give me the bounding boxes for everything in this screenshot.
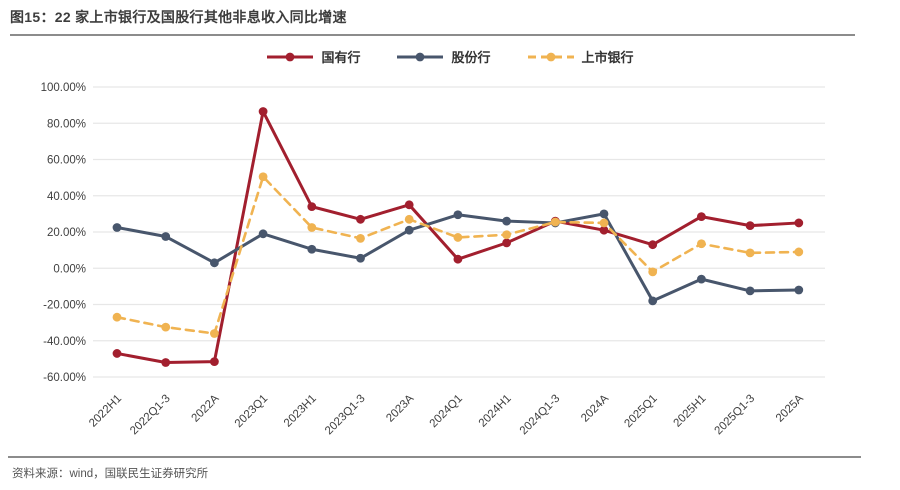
- legend-swatch-icon: [397, 52, 444, 61]
- data-point-marker: [356, 214, 365, 224]
- data-point-marker: [404, 225, 414, 235]
- data-point-marker: [112, 223, 122, 232]
- data-point-marker: [453, 210, 463, 220]
- x-tick-label: 2024H1: [477, 393, 514, 430]
- y-tick-label: -40.00%: [43, 336, 86, 348]
- data-point-marker: [745, 248, 755, 258]
- data-point-marker: [794, 247, 804, 257]
- x-tick-label: 2024A: [579, 392, 611, 424]
- data-point-marker: [648, 267, 658, 277]
- data-point-marker: [502, 216, 511, 226]
- data-point-marker: [112, 349, 122, 358]
- y-tick-label: -60.00%: [43, 372, 86, 384]
- y-tick-label: 80.00%: [47, 118, 86, 130]
- legend-swatch-icon: [527, 52, 574, 61]
- data-point-marker: [599, 218, 609, 228]
- y-tick-label: 60.00%: [47, 155, 86, 167]
- legend-label: 股份行: [451, 50, 491, 65]
- data-point-marker: [648, 296, 658, 306]
- line-chart: 100.00% 80.00% 60.00% 40.00% 20.00% 0.00% -20.…: [41, 82, 825, 438]
- source-note: 资料来源：wind，国联民生证券研究所: [8, 456, 861, 481]
- data-point-marker: [161, 232, 171, 241]
- data-point-marker: [258, 229, 268, 239]
- y-tick-label: -20.00%: [43, 300, 86, 312]
- data-point-marker: [502, 230, 511, 240]
- y-tick-label: 20.00%: [47, 227, 86, 239]
- legend-item: 股份行: [396, 47, 491, 66]
- y-tick-label: 0.00%: [53, 263, 86, 275]
- x-tick-label: 2025Q1-3: [713, 393, 758, 438]
- data-point-marker: [794, 285, 804, 295]
- x-tick-label: 2024Q1-3: [518, 393, 563, 438]
- data-point-marker: [307, 202, 317, 212]
- data-point-marker: [648, 240, 658, 250]
- data-point-marker: [210, 258, 219, 268]
- data-point-marker: [258, 107, 268, 116]
- y-tick-label: 40.00%: [47, 191, 86, 203]
- x-tick-label: 2023A: [384, 392, 416, 424]
- x-tick-label: 2022A: [190, 392, 222, 424]
- legend-item: 上市银行: [527, 47, 634, 66]
- data-point-marker: [794, 218, 804, 228]
- series-line-上市银行: [115, 175, 801, 335]
- figure-title: 图15：22 家上市银行及国股行其他非息收入同比增速: [10, 7, 855, 36]
- data-point-marker: [745, 221, 755, 231]
- data-point-marker: [161, 358, 171, 367]
- data-point-marker: [210, 357, 219, 366]
- data-point-marker: [745, 286, 755, 296]
- legend-label: 上市银行: [581, 50, 634, 65]
- x-tick-label: 2023H1: [282, 393, 319, 430]
- data-point-marker: [697, 239, 706, 249]
- x-tick-label: 2025A: [774, 392, 806, 424]
- x-tick-label: 2023Q1: [233, 393, 270, 430]
- legend-item: 国有行: [266, 47, 360, 66]
- x-tick-label: 2025Q1: [622, 393, 659, 430]
- data-point-marker: [697, 274, 706, 284]
- chart-legend: 国有行 股份行 上市银行: [0, 47, 900, 66]
- data-point-marker: [502, 238, 511, 248]
- data-point-marker: [404, 200, 414, 210]
- x-tick-label: 2024Q1: [428, 393, 465, 430]
- data-point-marker: [404, 214, 414, 224]
- legend-label: 国有行: [321, 50, 361, 65]
- data-point-marker: [161, 322, 171, 332]
- x-tick-label: 2025H1: [672, 393, 709, 430]
- data-point-marker: [453, 233, 463, 242]
- data-point-marker: [599, 209, 609, 219]
- legend-swatch-icon: [267, 52, 314, 61]
- data-point-marker: [307, 223, 317, 232]
- data-point-marker: [210, 329, 219, 338]
- data-point-marker: [550, 217, 560, 227]
- data-point-marker: [599, 225, 609, 235]
- x-tick-label: 2022H1: [87, 393, 124, 430]
- data-point-marker: [356, 233, 365, 243]
- x-tick-label: 2022Q1-3: [128, 393, 173, 438]
- data-point-marker: [356, 253, 365, 263]
- data-point-marker: [453, 254, 463, 264]
- data-point-marker: [112, 312, 122, 322]
- data-point-marker: [697, 212, 706, 221]
- y-tick-label: 100.00%: [41, 82, 86, 94]
- data-point-marker: [307, 244, 317, 254]
- x-tick-label: 2023Q1-3: [323, 393, 368, 438]
- data-point-marker: [258, 172, 268, 182]
